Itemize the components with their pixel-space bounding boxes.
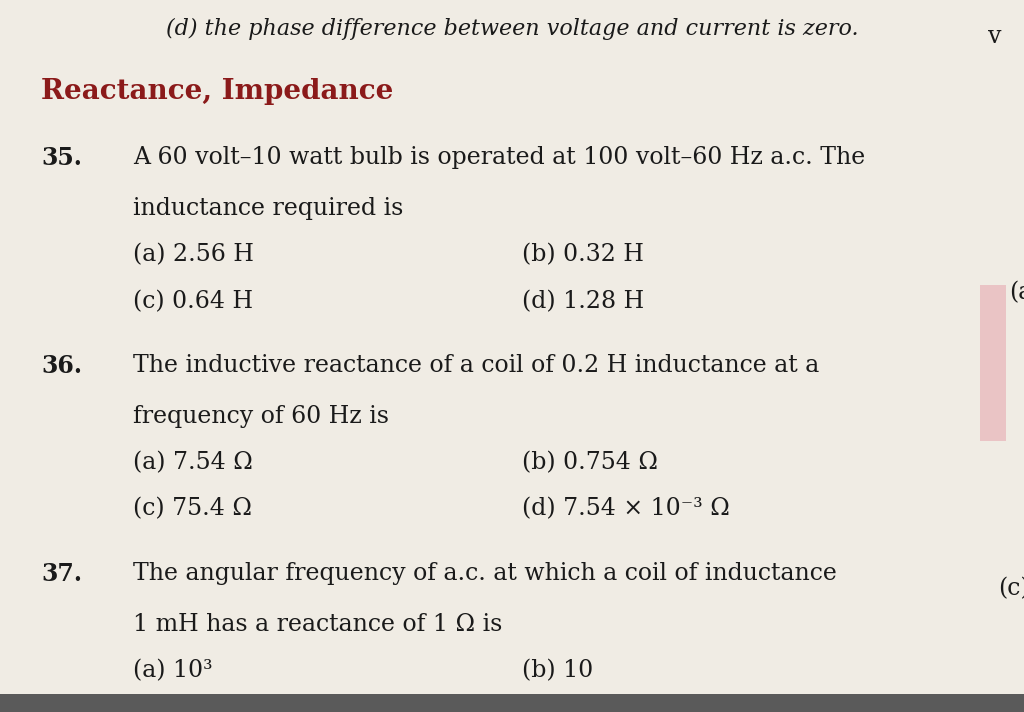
Text: (c) 10⁻³: (c) 10⁻³ [133,706,224,712]
Text: (d) 7.54 × 10⁻³ Ω: (d) 7.54 × 10⁻³ Ω [522,498,730,520]
Text: The inductive reactance of a coil of 0.2 H inductance at a: The inductive reactance of a coil of 0.2… [133,354,819,377]
Text: (b) 0.754 Ω: (b) 0.754 Ω [522,451,658,474]
Text: 37.: 37. [41,562,82,586]
Text: (d) the phase difference between voltage and current is zero.: (d) the phase difference between voltage… [166,18,858,40]
Text: (a) 2.56 H: (a) 2.56 H [133,244,254,266]
Text: (a: (a [1009,281,1024,304]
Text: (a) 10³: (a) 10³ [133,659,213,682]
Text: Reactance, Impedance: Reactance, Impedance [41,78,393,105]
Text: (c) 75.4 Ω: (c) 75.4 Ω [133,498,252,520]
Bar [0,694,1024,712]
Text: (d) 1.28 H: (d) 1.28 H [522,290,644,313]
Bar [980,285,1006,441]
Text: (c): (c) [998,577,1024,600]
Text: frequency of 60 Hz is: frequency of 60 Hz is [133,405,389,428]
Text: 35.: 35. [41,146,82,170]
Text: The angular frequency of a.c. at which a coil of inductance: The angular frequency of a.c. at which a… [133,562,837,585]
Text: 1 mH has a reactance of 1 Ω is: 1 mH has a reactance of 1 Ω is [133,613,503,636]
Text: A 60 volt–10 watt bulb is operated at 100 volt–60 Hz a.c. The: A 60 volt–10 watt bulb is operated at 10… [133,146,865,169]
Text: v: v [988,25,1001,48]
Text: (b) 0.32 H: (b) 0.32 H [522,244,644,266]
Text: (d) 1: (d) 1 [522,706,579,712]
Text: inductance required is: inductance required is [133,197,403,220]
Text: (b) 10: (b) 10 [522,659,594,682]
Text: 36.: 36. [41,354,82,378]
Text: (c) 0.64 H: (c) 0.64 H [133,290,253,313]
Text: (a) 7.54 Ω: (a) 7.54 Ω [133,451,253,474]
